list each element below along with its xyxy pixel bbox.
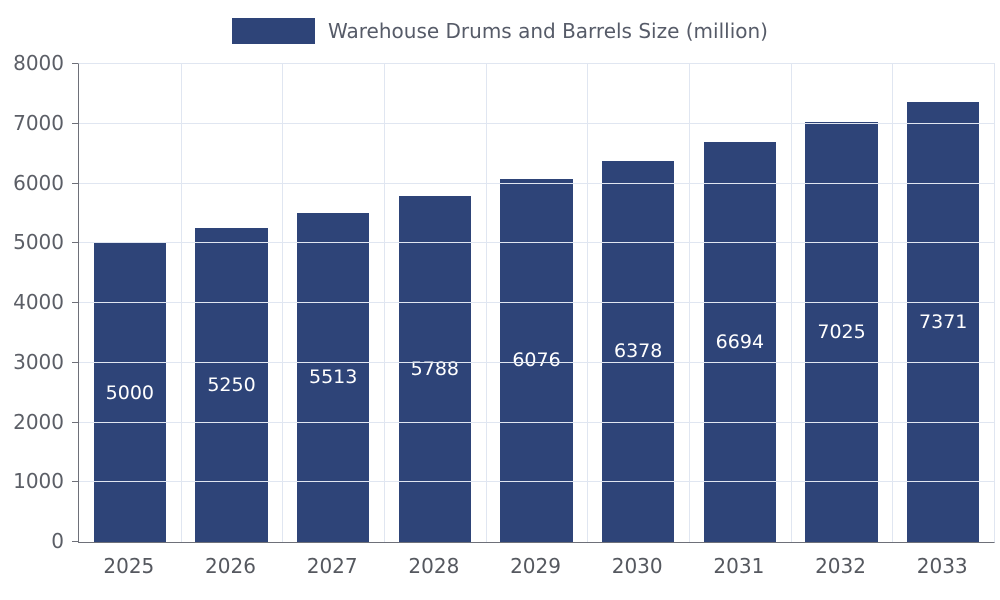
bar-value-label: 5788	[410, 358, 460, 381]
y-tick-mark	[72, 63, 78, 64]
gridline-vertical	[587, 64, 589, 542]
bar-value-label: 6076	[512, 349, 561, 372]
y-tick-label: 7000	[13, 110, 64, 135]
bar-2031: 6694	[703, 142, 776, 542]
y-tick-mark	[72, 361, 78, 363]
y-tick-mark	[72, 242, 78, 244]
chart-legend: Warehouse Drums and Barrels Size (millio…	[0, 18, 1000, 44]
x-tick-label-2025: 2025	[103, 554, 155, 578]
y-tick-label: 3000	[13, 349, 64, 374]
gridline-vertical	[485, 64, 487, 542]
y-tick-mark	[72, 421, 78, 423]
y-tick-label: 0	[51, 529, 64, 553]
bar-2030: 6378	[602, 160, 675, 542]
bar-2027: 5513	[297, 212, 370, 542]
gridline-horizontal	[79, 361, 994, 363]
bar-band-2028: 5788	[384, 64, 486, 542]
y-tick-label: 4000	[13, 290, 64, 314]
y-tick-label: 8000	[13, 51, 64, 75]
bar-band-2033: 7371	[892, 64, 994, 542]
y-tick-mark	[72, 481, 78, 483]
gridline-horizontal	[79, 302, 994, 303]
x-tick-label-2029: 2029	[510, 554, 561, 578]
gridline-horizontal	[79, 481, 994, 483]
y-tick-label: 1000	[13, 469, 64, 494]
chart-title: Warehouse Drums and Barrels Size (millio…	[328, 19, 768, 43]
bar-2033: 7371	[907, 101, 980, 542]
y-tick-label: 6000	[13, 170, 64, 195]
bar-2028: 5788	[398, 196, 471, 542]
bar-value-label: 5513	[308, 366, 358, 389]
gridline-vertical	[180, 64, 182, 542]
x-tick-label-2031: 2031	[713, 554, 765, 578]
y-tick-mark	[72, 182, 78, 184]
y-tick-mark	[72, 122, 78, 124]
bar-2025: 5000	[93, 243, 166, 542]
gridline-vertical	[892, 64, 894, 542]
y-tick-label: 2000	[13, 409, 64, 434]
legend-swatch	[232, 18, 316, 44]
bar-value-label: 7025	[817, 321, 866, 344]
bar-value-label: 5250	[207, 374, 256, 397]
y-tick-mark	[72, 302, 78, 303]
bar-2029: 6076	[500, 178, 573, 542]
bar-value-label: 5000	[105, 381, 155, 404]
bar-value-label: 6694	[715, 331, 765, 354]
bar-value-label: 7371	[919, 310, 968, 333]
gridline-vertical	[282, 64, 284, 542]
gridline-horizontal	[79, 421, 994, 423]
x-tick-label-2033: 2033	[916, 554, 968, 578]
x-axis: 2025 2026 2027 2028 2029 2030 2031 2032 2033	[78, 554, 993, 578]
bars-container: 5000 5250 5513 5788 6076 6378 6694 7025 7371	[79, 64, 994, 542]
y-tick-label: 5000	[13, 230, 64, 255]
gridline-horizontal	[79, 242, 994, 244]
gridline-horizontal	[79, 122, 994, 124]
bar-band-2032: 7025	[791, 64, 893, 542]
bar-band-2026: 5250	[181, 64, 283, 542]
x-tick-label-2027: 2027	[306, 554, 358, 578]
x-tick-label-2028: 2028	[408, 554, 460, 578]
y-tick-mark	[72, 541, 78, 542]
bar-value-label: 6378	[614, 340, 663, 363]
bar-band-2031: 6694	[689, 64, 791, 542]
plot-area: 5000 5250 5513 5788 6076 6378 6694 7025 7371	[72, 63, 995, 543]
x-tick-label-2030: 2030	[611, 554, 663, 578]
y-axis: 0 1000 2000 3000 4000 5000 6000 7000 8000	[0, 51, 70, 553]
bar-band-2030: 6378	[587, 64, 689, 542]
x-tick-label-2032: 2032	[815, 554, 866, 578]
gridline-horizontal	[79, 182, 994, 184]
bar-band-2029: 6076	[486, 64, 588, 542]
gridline-vertical	[790, 64, 792, 542]
bar-2026: 5250	[195, 228, 268, 542]
x-tick-label-2026: 2026	[205, 554, 256, 578]
gridline-vertical	[383, 64, 385, 542]
gridline-horizontal	[79, 63, 994, 64]
bar-band-2025: 5000	[79, 64, 181, 542]
gridline-vertical	[688, 64, 690, 542]
bar-2032: 7025	[805, 122, 878, 542]
bar-band-2027: 5513	[282, 64, 384, 542]
